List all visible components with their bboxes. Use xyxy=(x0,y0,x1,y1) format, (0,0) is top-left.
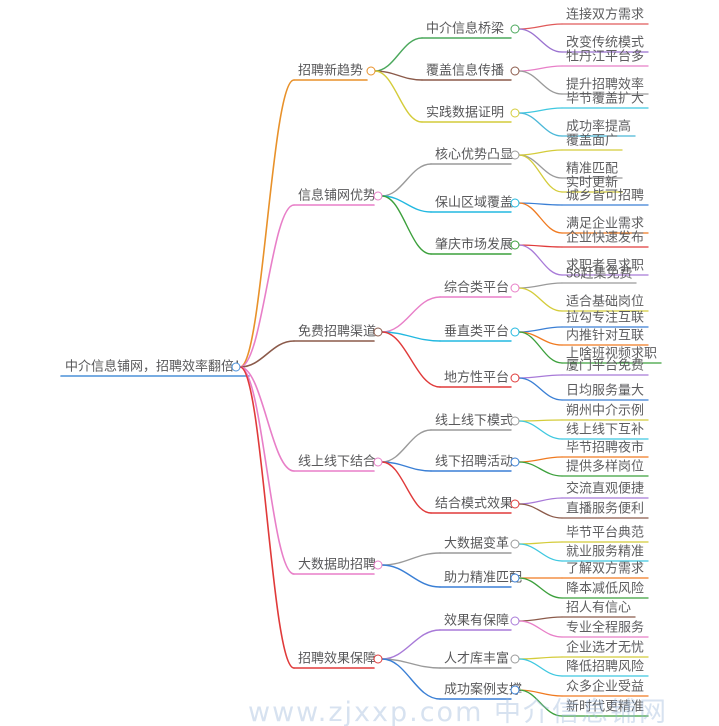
leaf-label-5-1-1[interactable]: 降低招聘风险 xyxy=(566,658,645,674)
leaf-label-5-2-0[interactable]: 众多企业受益 xyxy=(566,678,645,694)
leaf-label-5-1-0[interactable]: 企业选才无忧 xyxy=(566,639,645,655)
leaf-label-1-1-0[interactable]: 城乡皆可招聘 xyxy=(566,187,645,203)
subnode-dot-1-2[interactable] xyxy=(510,240,520,250)
subnode-label-5-2[interactable]: 成功案例支撑 xyxy=(444,681,523,697)
branch-node-dot-1[interactable] xyxy=(373,191,383,201)
subnode-dot-3-2[interactable] xyxy=(510,499,520,509)
subnode-dot-3-0[interactable] xyxy=(510,416,520,426)
subnode-dot-4-1[interactable] xyxy=(510,573,520,583)
leaf-label-1-2-1[interactable]: 求职者易求职 xyxy=(566,257,645,273)
leaf-label-3-2-1[interactable]: 直播服务便利 xyxy=(566,500,645,516)
subnode-label-2-1[interactable]: 垂直类平台 xyxy=(444,323,510,339)
subnode-label-5-1[interactable]: 人才库丰富 xyxy=(444,650,510,666)
subnode-label-0-2[interactable]: 实践数据证明 xyxy=(426,104,505,120)
subnode-label-2-0[interactable]: 综合类平台 xyxy=(444,279,510,295)
subnode-label-1-0[interactable]: 核心优势凸显 xyxy=(435,146,514,162)
leaf-label-5-0-1[interactable]: 专业全程服务 xyxy=(566,619,645,635)
leaf-label-3-2-0[interactable]: 交流直观便捷 xyxy=(566,480,645,496)
branch-node-dot-2[interactable] xyxy=(373,327,383,337)
subnode-dot-5-2[interactable] xyxy=(510,685,520,695)
leaf-label-2-1-1[interactable]: 内推针对互联 xyxy=(566,327,645,343)
subnode-dot-0-1[interactable] xyxy=(510,66,520,76)
leaf-label-1-1-1[interactable]: 满足企业需求 xyxy=(566,215,645,231)
subnode-label-0-0[interactable]: 中介信息桥梁 xyxy=(426,20,505,36)
leaf-label-0-0-0[interactable]: 连接双方需求 xyxy=(566,6,645,22)
leaf-label-0-2-0[interactable]: 毕节覆盖扩大 xyxy=(566,90,645,106)
subnode-dot-2-1[interactable] xyxy=(510,327,520,337)
leaf-label-3-1-0[interactable]: 毕节招聘夜市 xyxy=(566,439,645,455)
subnode-dot-2-0[interactable] xyxy=(510,283,520,293)
root-node-dot[interactable] xyxy=(231,362,241,372)
leaf-label-2-0-0[interactable]: 58赶集免费 xyxy=(566,265,633,281)
subnode-label-0-1[interactable]: 覆盖信息传播 xyxy=(426,62,505,78)
leaf-label-1-0-2[interactable]: 实时更新 xyxy=(566,174,619,190)
leaf-label-4-0-1[interactable]: 就业服务精准 xyxy=(566,543,645,559)
subnode-dot-4-0[interactable] xyxy=(510,539,520,549)
leaf-label-3-0-1[interactable]: 线上线下互补 xyxy=(566,421,645,437)
subnode-dot-1-1[interactable] xyxy=(510,198,520,208)
subnode-label-1-2[interactable]: 肇庆市场发展 xyxy=(435,236,514,252)
leaf-label-3-1-1[interactable]: 提供多样岗位 xyxy=(566,458,645,474)
branch-node-dot-0[interactable] xyxy=(366,66,376,76)
leaf-label-2-1-0[interactable]: 拉勾专注互联 xyxy=(566,309,645,325)
leaf-label-1-2-0[interactable]: 企业快速发布 xyxy=(566,229,645,245)
leaf-label-0-0-1[interactable]: 改变传统模式 xyxy=(566,34,645,50)
leaf-label-4-1-1[interactable]: 降本减低风险 xyxy=(566,580,645,596)
subnode-label-2-2[interactable]: 地方性平台 xyxy=(444,369,510,385)
subnode-dot-2-2[interactable] xyxy=(510,373,520,383)
subnode-label-3-1[interactable]: 线下招聘活动 xyxy=(435,453,514,469)
subnode-dot-3-1[interactable] xyxy=(510,457,520,467)
subnode-label-4-0[interactable]: 大数据变革 xyxy=(444,535,510,551)
subnode-dot-0-0[interactable] xyxy=(510,24,520,34)
subnode-label-3-0[interactable]: 线上线下模式 xyxy=(435,412,514,428)
leaf-label-2-0-1[interactable]: 适合基础岗位 xyxy=(566,293,645,309)
branch-node-label-0[interactable]: 招聘新趋势 xyxy=(298,62,364,78)
subnode-dot-0-2[interactable] xyxy=(510,108,520,118)
branch-node-dot-3[interactable] xyxy=(373,457,383,467)
branch-node-label-5[interactable]: 招聘效果保障 xyxy=(298,650,377,666)
root-node-label[interactable]: 中介信息铺网，招聘效率翻倍！ xyxy=(65,358,248,374)
branch-node-label-3[interactable]: 线上线下结合 xyxy=(298,453,377,469)
subnode-label-3-2[interactable]: 结合模式效果 xyxy=(435,495,514,511)
branch-node-label-4[interactable]: 大数据助招聘 xyxy=(298,556,377,572)
leaf-label-0-1-1[interactable]: 提升招聘效率 xyxy=(566,76,645,92)
branch-node-label-1[interactable]: 信息铺网优势 xyxy=(298,187,377,203)
leaf-label-5-2-1[interactable]: 新时代更精准 xyxy=(566,698,645,714)
leaf-label-1-0-1[interactable]: 精准匹配 xyxy=(566,160,619,176)
subnode-dot-5-1[interactable] xyxy=(510,654,520,664)
subnode-dot-1-0[interactable] xyxy=(510,150,520,160)
leaf-label-3-0-0[interactable]: 朔州中介示例 xyxy=(566,402,645,418)
subnode-label-4-1[interactable]: 助力精准匹配 xyxy=(444,569,523,585)
leaf-label-2-1-2[interactable]: 上啥班视频求职 xyxy=(566,345,658,361)
leaf-label-0-1-0[interactable]: 牡丹江平台多 xyxy=(566,48,645,64)
leaf-label-0-2-1[interactable]: 成功率提高 xyxy=(566,118,632,134)
branch-node-label-2[interactable]: 免费招聘渠道 xyxy=(298,323,377,339)
subnode-label-1-1[interactable]: 保山区域覆盖 xyxy=(435,194,514,210)
branch-node-dot-4[interactable] xyxy=(373,560,383,570)
subnode-label-5-0[interactable]: 效果有保障 xyxy=(444,612,510,628)
subnode-dot-5-0[interactable] xyxy=(510,616,520,626)
leaf-label-4-1-0[interactable]: 了解双方需求 xyxy=(566,560,645,576)
leaf-label-5-0-0[interactable]: 招人有信心 xyxy=(566,599,632,615)
leaf-label-2-2-0[interactable]: 厦门平台免费 xyxy=(566,357,645,373)
branch-node-dot-5[interactable] xyxy=(373,654,383,664)
leaf-label-2-2-1[interactable]: 日均服务量大 xyxy=(566,382,645,398)
leaf-label-1-0-0[interactable]: 覆盖面广 xyxy=(566,132,619,148)
leaf-label-4-0-0[interactable]: 毕节平台典范 xyxy=(566,524,645,540)
